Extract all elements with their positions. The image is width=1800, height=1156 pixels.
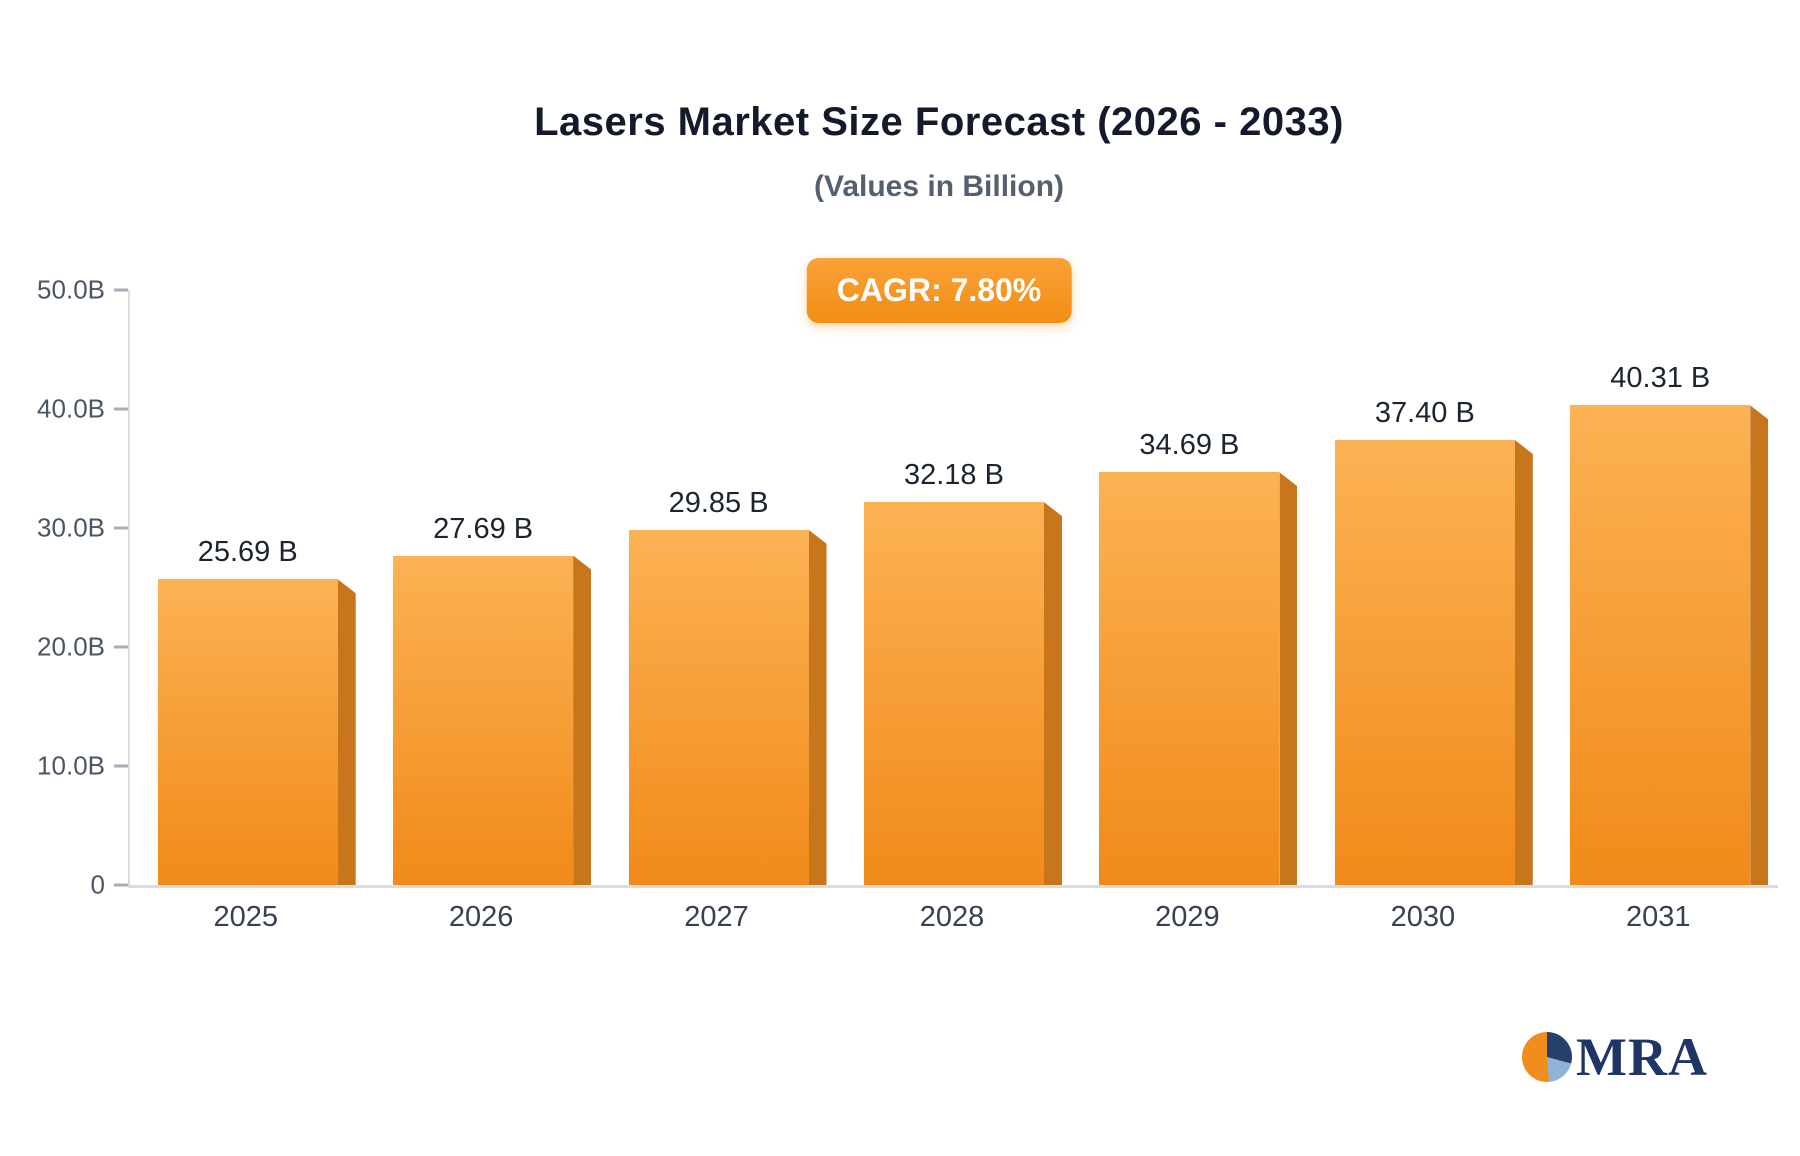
y-tick-mark xyxy=(114,883,128,887)
bar-3d-side xyxy=(808,529,827,885)
y-tick: 40.0B xyxy=(6,394,128,425)
x-axis: 2025 2026 2027 2028 2029 2030 2031 xyxy=(128,901,1776,934)
bar-group: 32.18 B xyxy=(836,290,1071,885)
bars: 25.69 B 27.69 B 29.85 B 32.18 B 34.69 B 37.40… xyxy=(130,290,1778,885)
bar xyxy=(1570,405,1769,885)
bar-group: 29.85 B xyxy=(601,290,836,885)
y-tick-label: 0 xyxy=(90,869,105,900)
x-axis-label: 2029 xyxy=(1155,901,1220,933)
y-tick-mark xyxy=(114,764,128,768)
logo-pie-circle-icon xyxy=(1522,1032,1573,1082)
y-tick: 0 xyxy=(6,870,128,901)
bar-value-label: 37.40 B xyxy=(1374,396,1475,429)
y-axis: 0 10.0B 20.0B 30.0B 40.0B 50.0B xyxy=(37,275,1778,900)
bar xyxy=(157,579,356,885)
y-tick-mark xyxy=(114,288,128,292)
bar xyxy=(863,502,1062,885)
logo-text: MRA xyxy=(1576,1027,1708,1087)
bar-value-label: 27.69 B xyxy=(433,512,534,545)
y-tick-label: 10.0B xyxy=(37,750,105,781)
bar-3d-side xyxy=(1279,472,1298,885)
y-tick-mark xyxy=(114,407,128,411)
bar-3d-side xyxy=(573,555,592,885)
bar-value-label: 34.69 B xyxy=(1139,429,1240,462)
x-axis-label: 2025 xyxy=(213,901,278,933)
bar-value-label: 40.31 B xyxy=(1610,362,1711,395)
x-axis-label: 2026 xyxy=(448,901,514,933)
x-axis-label: 2028 xyxy=(919,901,985,933)
bar-group: 40.31 B xyxy=(1543,290,1778,885)
x-axis-label: 2031 xyxy=(1625,901,1691,933)
bar xyxy=(393,555,592,885)
y-tick: 20.0B xyxy=(6,632,128,663)
bar-value-label: 32.18 B xyxy=(903,459,1004,492)
y-tick: 30.0B xyxy=(6,513,128,544)
bar-group: 34.69 B xyxy=(1072,290,1307,885)
y-tick: 50.0B xyxy=(6,275,128,306)
cagr-badge: CAGR: 7.80% xyxy=(806,258,1072,323)
y-tick-label: 40.0B xyxy=(37,393,105,424)
chart-title: Lasers Market Size Forecast (2026 - 2033… xyxy=(534,100,1344,144)
x-axis-label: 2027 xyxy=(684,901,749,933)
bar-value-label: 29.85 B xyxy=(668,486,769,519)
brand-logo: MRA xyxy=(1522,1030,1708,1084)
y-tick-mark xyxy=(114,645,128,649)
bar-chart-plot: 0 10.0B 20.0B 30.0B 40.0B 50.0B 25.69 B 27.69 … xyxy=(37,275,1778,900)
bar xyxy=(1334,439,1533,885)
bar-3d-side xyxy=(1043,502,1062,885)
y-tick-mark xyxy=(114,526,128,530)
bar-3d-side xyxy=(1514,439,1533,885)
y-tick-label: 50.0B xyxy=(37,274,105,305)
y-tick-label: 20.0B xyxy=(37,631,105,662)
bar-group: 37.40 B xyxy=(1307,290,1542,885)
bar xyxy=(628,529,827,885)
bar-value-label: 25.69 B xyxy=(197,536,298,569)
bar-3d-side xyxy=(1750,405,1769,885)
bar-group: 25.69 B xyxy=(130,290,365,885)
bar-3d-side xyxy=(337,579,356,885)
y-tick-label: 30.0B xyxy=(37,512,105,543)
bar xyxy=(1099,472,1298,885)
y-tick: 10.0B xyxy=(6,751,128,782)
chart-subtitle: (Values in Billion) xyxy=(813,170,1065,203)
x-axis-label: 2030 xyxy=(1390,901,1456,933)
bar-group: 27.69 B xyxy=(365,290,600,885)
